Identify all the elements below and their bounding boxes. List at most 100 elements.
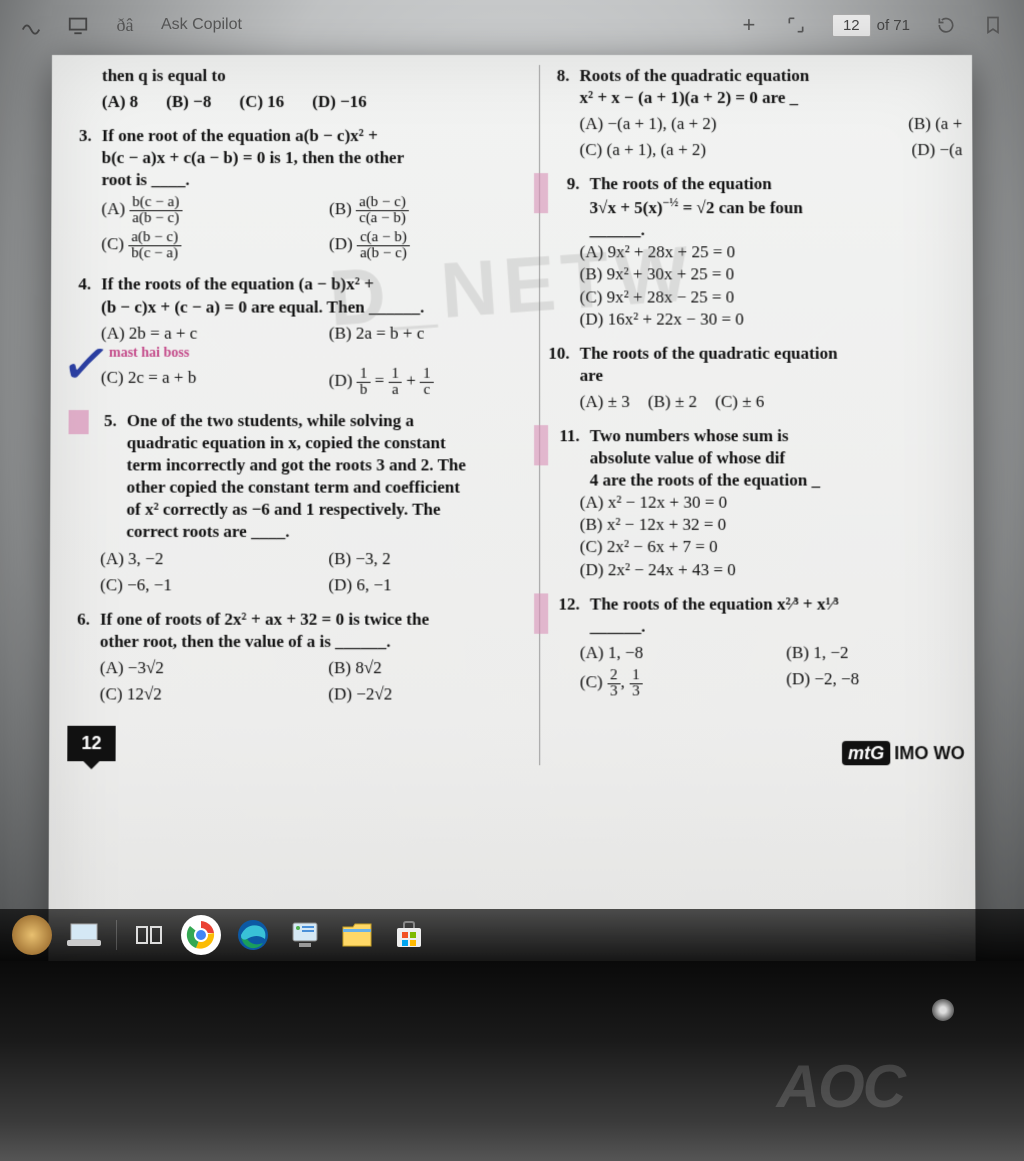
q8-line1: Roots of the quadratic equation [580, 66, 810, 85]
footer-brand: mtGIMO WO [842, 742, 965, 766]
taskbar [0, 909, 1024, 961]
q9-line3: ______. [590, 220, 645, 239]
mast-label: mast hai boss [109, 344, 529, 362]
q11-line2: absolute value of whose dif [590, 448, 785, 467]
text-icon[interactable]: ðâ [114, 14, 136, 36]
q5-opt-c: (C) −6, −1 [100, 574, 300, 596]
q9-line2: 3√x + 5(x)−½ = √2 can be foun [590, 198, 803, 217]
q4-opt-c: (C) 2c = a + b [101, 367, 301, 398]
q5-line2: quadratic equation in x, copied the cons… [127, 433, 446, 452]
q6-line2: other root, then the value of a is _____… [100, 632, 391, 651]
monitor-brand: AOC [777, 1052, 904, 1121]
q6-opt-a: (A) −3√2 [100, 657, 300, 679]
page-total: of 71 [877, 17, 910, 34]
taskbar-store-icon[interactable] [389, 915, 429, 955]
highlight-q12 [534, 593, 548, 633]
q9-opt-d: (D) 16x² + 22x − 30 = 0 [580, 308, 963, 330]
bookmark-icon[interactable] [982, 14, 1004, 36]
highlight-q9 [534, 173, 548, 213]
draw-icon[interactable] [20, 14, 42, 36]
q10-line2: are [580, 366, 603, 385]
q5-opt-d: (D) 6, −1 [328, 574, 528, 596]
q9-opt-b: (B) 9x² + 30x + 25 = 0 [580, 264, 963, 286]
q6-opt-c: (C) 12√2 [100, 683, 300, 705]
q4-opt-b: (B) 2a = b + c [329, 322, 529, 344]
q3-opt-d: (D) c(a − b)a(b − c) [329, 231, 529, 262]
q3-line3: root is ____. [102, 170, 190, 189]
q11-opt-a: (A) x² − 12x + 30 = 0 [580, 492, 964, 514]
q12-num: 12. [558, 593, 580, 638]
q9-opt-a: (A) 9x² + 28x + 25 = 0 [580, 242, 963, 264]
q10-line1: The roots of the quadratic equation [580, 343, 838, 362]
q5-num: 5. [94, 410, 117, 544]
q5-line4: other copied the constant term and coeff… [127, 478, 460, 497]
q8-line2: x² + x − (a + 1)(a + 2) = 0 are _ [580, 88, 799, 107]
taskbar-edge-icon[interactable] [233, 915, 273, 955]
q12-opt-b: (B) 1, −2 [786, 642, 964, 664]
taskbar-taskview-icon[interactable] [129, 915, 169, 955]
taskbar-explorer-icon[interactable] [337, 915, 377, 955]
q5-line5: of x² correctly as −6 and 1 respectively… [126, 500, 440, 519]
taskbar-laptop-icon[interactable] [64, 915, 104, 955]
q4-opt-a: (A) 2b = a + c [101, 322, 301, 344]
q5-opt-b: (B) −3, 2 [328, 548, 528, 570]
partial-stem: then q is equal to [102, 65, 529, 87]
taskbar-chrome-icon[interactable] [181, 915, 221, 955]
highlight-q11 [534, 425, 548, 465]
q8-opt-d: (D) −(a [912, 139, 963, 161]
fit-icon[interactable] [785, 14, 807, 36]
page-current[interactable]: 12 [832, 14, 871, 37]
q8-opt-b: (B) (a + [908, 113, 962, 135]
ask-copilot-button[interactable]: Ask Copilot [161, 16, 242, 34]
q11-opt-b: (B) x² − 12x + 32 = 0 [580, 514, 964, 536]
q11-opt-d: (D) 2x² − 24x + 43 = 0 [580, 559, 964, 581]
cable-hole [932, 999, 954, 1021]
q8-opt-c: (C) (a + 1), (a + 2) [580, 139, 894, 161]
q8-num: 8. [548, 65, 570, 109]
q3-line1: If one root of the equation a(b − c)x² + [102, 126, 378, 145]
rotate-icon[interactable] [935, 14, 957, 36]
q11-num: 11. [558, 425, 580, 492]
q4-line1: If the roots of the equation (a − b)x² + [101, 275, 374, 294]
q9-num: 9. [558, 173, 580, 241]
q5-line6: correct roots are ____. [126, 522, 289, 541]
q3-opt-b: (B) a(b − c)c(a − b) [329, 196, 529, 227]
q4-opt-d: (D) 1b = 1a + 1c [329, 367, 529, 398]
screen-icon[interactable] [67, 14, 89, 36]
q10-opt-b: (B) ± 2 [648, 391, 697, 413]
q12-opt-d: (D) −2, −8 [786, 668, 964, 699]
q6-opt-b: (B) 8√2 [328, 657, 528, 679]
q9-line1: The roots of the equation [590, 174, 772, 193]
page-indicator: 12 of 71 [832, 14, 910, 37]
q11-line1: Two numbers whose sum is [590, 426, 789, 445]
opt-d: (D) −16 [312, 91, 367, 113]
q10-opt-c: (C) ± 6 [715, 391, 764, 413]
q3-opt-a: (A) b(c − a)a(b − c) [101, 196, 301, 227]
q8-opt-a: (A) −(a + 1), (a + 2) [580, 113, 891, 135]
q4-num: 4. [69, 274, 91, 318]
q3-opt-c: (C) a(b − c)b(c − a) [101, 231, 301, 262]
q12-opt-a: (A) 1, −8 [580, 642, 758, 664]
taskbar-user-icon[interactable] [12, 915, 52, 955]
q3-line2: b(c − a)x + c(a − b) = 0 is 1, then the … [102, 148, 405, 167]
q12-line2: ______. [590, 616, 646, 635]
plus-icon[interactable]: + [738, 14, 760, 36]
page-badge: 12 [67, 726, 115, 762]
q6-num: 6. [68, 608, 90, 653]
q10-opt-a: (A) ± 3 [580, 391, 630, 413]
q11-line3: 4 are the roots of the equation _ [590, 471, 820, 490]
q5-line3: term incorrectly and got the roots 3 and… [127, 455, 466, 474]
q9-opt-c: (C) 9x² + 28x − 25 = 0 [580, 286, 963, 308]
q6-opt-d: (D) −2√2 [328, 683, 528, 705]
q5-opt-a: (A) 3, −2 [100, 548, 300, 570]
q4-line2: (b − c)x + (c − a) = 0 are equal. Then _… [101, 297, 424, 316]
q12-line1: The roots of the equation x²⁄³ + x¹⁄³ [590, 594, 839, 613]
q12-opt-c: (C) 23, 13 [580, 668, 758, 699]
opt-b: (B) −8 [166, 91, 211, 113]
q11-opt-c: (C) 2x² − 6x + 7 = 0 [580, 536, 964, 558]
highlight-q5 [69, 410, 89, 434]
opt-c: (C) 16 [239, 91, 284, 113]
pdf-toolbar: ðâ Ask Copilot + 12 of 71 [0, 0, 1024, 50]
q3-num: 3. [69, 125, 91, 191]
taskbar-pc-icon[interactable] [285, 915, 325, 955]
